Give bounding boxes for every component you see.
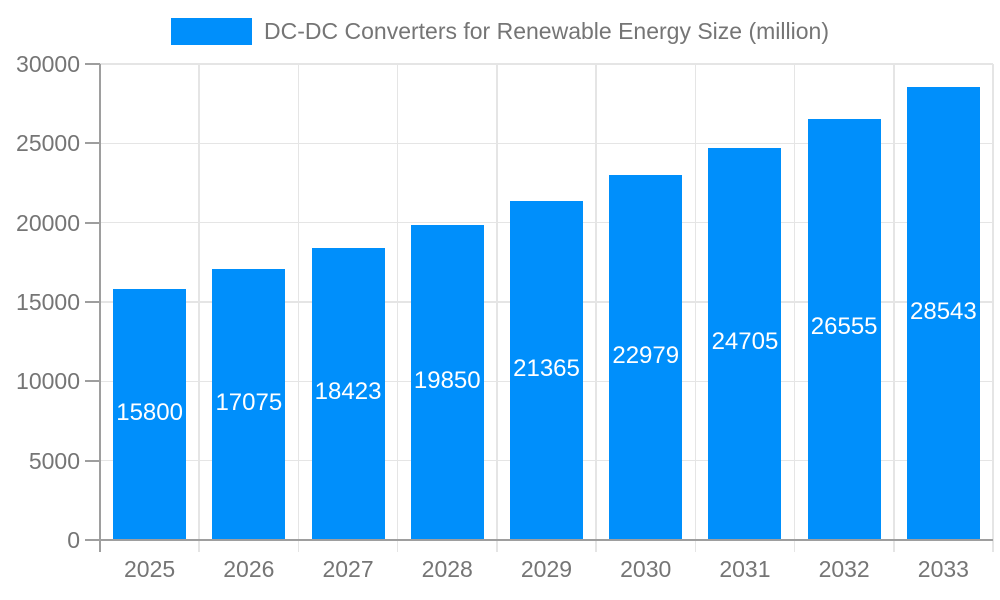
x-axis-label: 2029 xyxy=(520,556,573,582)
legend-swatch xyxy=(171,17,253,45)
bar-value-label: 26555 xyxy=(810,313,878,341)
bar[interactable] xyxy=(906,87,980,540)
x-axis-label: 2030 xyxy=(620,556,672,582)
bar-value-label: 28543 xyxy=(910,297,977,325)
x-axis-label: 2028 xyxy=(421,556,473,582)
y-tick xyxy=(85,459,100,462)
x-gridline xyxy=(893,64,895,552)
y-axis-label: 10000 xyxy=(16,368,80,395)
x-gridline xyxy=(793,64,796,552)
bar-value-label: 19850 xyxy=(413,366,481,394)
x-gridline xyxy=(198,64,200,552)
y-tick xyxy=(85,221,100,224)
bar-value-label: 21365 xyxy=(513,354,580,382)
x-gridline xyxy=(396,64,399,552)
bar[interactable] xyxy=(609,175,683,540)
y-tick xyxy=(85,63,100,65)
bar-value-label: 15800 xyxy=(116,398,183,426)
y-tick xyxy=(85,380,100,383)
x-gridline xyxy=(992,64,994,552)
y-tick xyxy=(85,301,100,303)
x-gridline xyxy=(496,64,498,552)
bar-value-label: 18423 xyxy=(314,377,382,405)
y-axis-label: 5000 xyxy=(28,447,80,474)
legend-label: DC-DC Converters for Renewable Energy Si… xyxy=(264,18,829,44)
x-axis-label: 2026 xyxy=(223,556,275,582)
bar[interactable] xyxy=(510,201,583,540)
bar[interactable] xyxy=(113,289,187,540)
legend[interactable]: DC-DC Converters for Renewable Energy Si… xyxy=(0,16,1000,46)
bar[interactable] xyxy=(807,118,881,540)
y-gridline xyxy=(100,63,993,65)
y-axis-label: 30000 xyxy=(16,51,80,77)
y-axis-line xyxy=(99,64,101,552)
bar[interactable] xyxy=(708,148,782,540)
bar-value-label: 22979 xyxy=(612,341,680,369)
y-gridline xyxy=(100,142,993,145)
bar[interactable] xyxy=(311,247,385,540)
x-axis-label: 2032 xyxy=(818,556,870,582)
y-axis-label: 15000 xyxy=(16,289,80,315)
x-axis-line xyxy=(85,539,993,541)
x-axis-label: 2025 xyxy=(124,556,176,582)
bar-value-label: 24705 xyxy=(711,328,779,355)
x-axis-label: 2033 xyxy=(917,556,969,582)
x-axis-label: 2031 xyxy=(719,556,771,582)
bar-value-label: 17075 xyxy=(215,388,283,416)
bar[interactable] xyxy=(410,225,484,540)
y-axis-label: 25000 xyxy=(16,130,80,157)
y-tick xyxy=(85,142,100,145)
x-gridline xyxy=(297,64,300,552)
bar[interactable] xyxy=(212,269,286,540)
y-axis-label: 20000 xyxy=(16,209,80,236)
y-axis-label: 0 xyxy=(67,527,80,553)
x-gridline xyxy=(595,64,597,552)
x-gridline xyxy=(694,64,697,552)
x-axis-label: 2027 xyxy=(322,556,374,582)
